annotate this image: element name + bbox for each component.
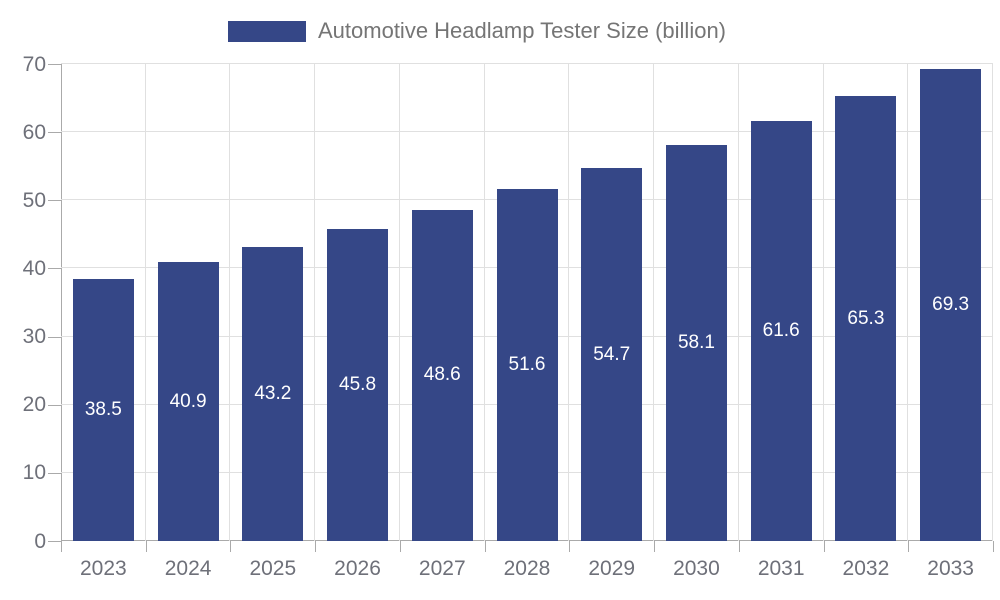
x-axis-tick: [823, 541, 825, 552]
y-axis-tick: [48, 472, 61, 474]
y-axis-tick-label: 10: [22, 461, 46, 485]
x-axis-tick: [399, 541, 401, 552]
bar-value-label: 61.6: [762, 320, 800, 342]
gridline-vertical: [737, 64, 739, 541]
bar-2026[interactable]: 45.8: [327, 228, 389, 541]
legend-swatch: [228, 20, 306, 42]
gridline-vertical: [483, 64, 485, 541]
gridline-vertical: [992, 64, 993, 541]
gridline-vertical: [907, 64, 909, 541]
bar-2032[interactable]: 65.3: [835, 96, 897, 541]
gridline-horizontal: [61, 63, 993, 64]
bar-value-label: 51.6: [508, 354, 546, 376]
bar-value-label: 40.9: [169, 390, 207, 412]
plot-area: 38.5 40.9 43.2 45.8 48.6 51.6 54.7 58.1 61.6 65.3…: [61, 63, 993, 541]
x-axis-tick-label: 2029: [588, 557, 636, 580]
y-axis-tick: [48, 541, 61, 542]
bar-value-label: 48.6: [423, 364, 461, 386]
x-axis-tick-label: 2023: [80, 557, 127, 580]
x-axis-tick: [569, 541, 571, 552]
x-axis-tick: [993, 541, 994, 552]
y-axis-tick-label: 30: [22, 325, 46, 349]
y-axis-tick-label: 70: [22, 52, 46, 76]
x-axis-tick-label: 2032: [842, 557, 890, 580]
gridline-vertical: [144, 64, 146, 541]
gridline-vertical: [314, 64, 316, 541]
y-axis-tick-label: 0: [34, 529, 46, 553]
y-axis-tick-label: 50: [22, 188, 46, 212]
x-axis-tick-label: 2026: [334, 557, 381, 580]
gridline-vertical: [822, 64, 824, 541]
y-axis-tick: [48, 64, 61, 65]
y-axis-tick: [48, 268, 61, 270]
y-axis-tick-label: 40: [22, 256, 46, 280]
bar-value-label: 38.5: [84, 398, 122, 420]
bar-value-label: 65.3: [847, 307, 885, 329]
y-axis-tick-label: 20: [22, 393, 46, 417]
gridline-horizontal: [61, 131, 993, 133]
bar-2029[interactable]: 54.7: [581, 168, 643, 541]
x-axis-tick: [61, 541, 62, 552]
legend-item[interactable]: Automotive Headlamp Tester Size (billion…: [228, 18, 726, 44]
bar-value-label: 58.1: [677, 332, 715, 354]
bar-2024[interactable]: 40.9: [157, 262, 219, 541]
gridline-vertical: [653, 64, 655, 541]
y-axis-tick-label: 60: [22, 120, 46, 144]
x-axis-tick: [145, 541, 147, 552]
legend-label: Automotive Headlamp Tester Size (billion…: [318, 18, 726, 43]
gridline-vertical: [229, 64, 231, 541]
y-axis-tick: [48, 200, 61, 202]
bar-2028[interactable]: 51.6: [496, 189, 558, 541]
gridline-vertical: [568, 64, 570, 541]
x-axis-tick-label: 2031: [757, 557, 805, 580]
bar-2033[interactable]: 69.3: [920, 68, 982, 541]
bar-value-label: 43.2: [254, 382, 292, 404]
y-axis-tick: [48, 336, 61, 338]
bar-2030[interactable]: 58.1: [665, 145, 727, 541]
y-axis-tick: [48, 404, 61, 406]
x-axis-tick: [654, 541, 656, 552]
bar-2023[interactable]: 38.5: [72, 278, 134, 541]
x-axis-tick-label: 2030: [673, 557, 720, 580]
y-axis-line: [61, 64, 62, 541]
x-axis-tick-label: 2033: [927, 557, 974, 580]
bar-2031[interactable]: 61.6: [750, 121, 812, 541]
x-axis-tick: [484, 541, 486, 552]
bar-value-label: 54.7: [593, 343, 631, 365]
x-axis-tick: [315, 541, 317, 552]
bar-2027[interactable]: 48.6: [411, 209, 473, 541]
bar-value-label: 45.8: [339, 373, 377, 395]
bar-2025[interactable]: 43.2: [242, 246, 304, 541]
x-axis-tick-label: 2027: [418, 557, 466, 580]
x-axis-tick-label: 2025: [249, 557, 297, 580]
x-axis-tick-label: 2024: [164, 557, 212, 580]
gridline-vertical: [398, 64, 400, 541]
x-axis-tick: [738, 541, 740, 552]
y-axis-tick: [48, 132, 61, 134]
x-axis-tick-label: 2028: [503, 557, 551, 580]
bar-value-label: 69.3: [932, 293, 970, 315]
x-axis-tick: [230, 541, 232, 552]
x-axis-tick: [908, 541, 910, 552]
